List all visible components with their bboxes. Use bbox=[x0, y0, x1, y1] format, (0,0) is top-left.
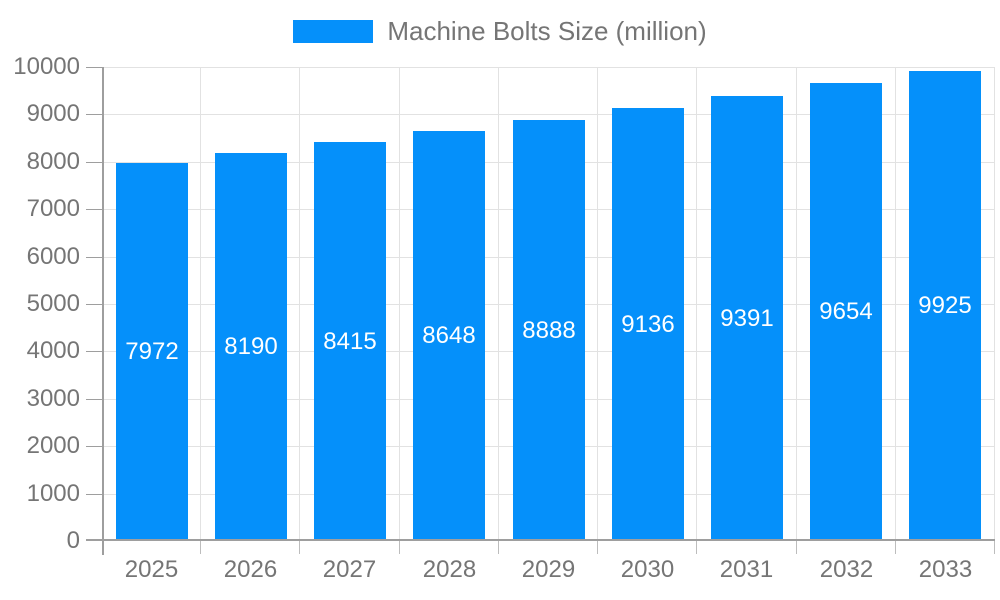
x-axis-labels: 2025 2026 2027 2028 2029 2030 2031 2032 2033 bbox=[102, 556, 995, 588]
grid-line-v bbox=[200, 67, 201, 541]
bar-value-label: 7972 bbox=[125, 338, 179, 365]
x-tick-label: 2026 bbox=[223, 556, 278, 583]
y-tick bbox=[86, 351, 102, 352]
bar: 8888 bbox=[513, 120, 585, 541]
x-tick-label: 2029 bbox=[521, 556, 576, 583]
bar-value-label: 9136 bbox=[621, 310, 675, 338]
bar: 9136 bbox=[612, 108, 684, 541]
plot-area: 7972 8190 8415 8648 8888 9136 9391 9654 9925 bbox=[86, 67, 995, 555]
bar-value-label: 9391 bbox=[720, 304, 774, 332]
grid-line-v bbox=[597, 67, 598, 541]
legend-label: Machine Bolts Size (million) bbox=[387, 16, 707, 46]
y-tick-label: 8000 bbox=[26, 148, 80, 175]
y-tick bbox=[86, 162, 102, 163]
grid-line-v bbox=[994, 67, 995, 541]
bar: 8415 bbox=[314, 142, 386, 541]
legend-swatch bbox=[293, 20, 374, 43]
grid-line-v bbox=[299, 67, 300, 541]
grid-line-v bbox=[796, 67, 797, 541]
legend: Machine Bolts Size (million) bbox=[0, 16, 1000, 47]
x-tick-label: 2028 bbox=[422, 556, 477, 583]
bar-value-label: 8888 bbox=[522, 316, 576, 344]
bar-value-label: 9654 bbox=[819, 298, 873, 325]
x-tick-label: 2025 bbox=[124, 556, 179, 583]
y-tick bbox=[86, 114, 102, 115]
x-tick-label: 2033 bbox=[918, 556, 973, 583]
bar-value-label: 8190 bbox=[224, 333, 278, 360]
x-tick bbox=[994, 541, 995, 554]
x-tick bbox=[399, 541, 400, 554]
y-tick-label: 9000 bbox=[26, 100, 80, 127]
bar: 9925 bbox=[909, 71, 981, 541]
y-tick-label: 4000 bbox=[26, 337, 80, 364]
y-tick bbox=[86, 257, 102, 258]
y-tick-label: 10000 bbox=[13, 53, 80, 80]
y-tick bbox=[86, 304, 102, 305]
y-tick bbox=[86, 399, 102, 400]
bar: 8648 bbox=[413, 131, 485, 541]
bar: 9391 bbox=[711, 96, 783, 541]
x-tick-label: 2030 bbox=[620, 556, 675, 583]
y-tick-label: 0 bbox=[66, 527, 80, 554]
x-tick bbox=[299, 541, 300, 554]
y-tick-label: 2000 bbox=[26, 432, 80, 459]
x-axis-line bbox=[86, 539, 995, 541]
y-tick-label: 6000 bbox=[26, 243, 80, 270]
y-tick bbox=[86, 209, 102, 210]
x-tick-label: 2032 bbox=[819, 556, 874, 583]
x-tick bbox=[796, 541, 797, 554]
grid-line-v bbox=[895, 67, 896, 541]
x-tick bbox=[895, 541, 896, 554]
x-tick bbox=[696, 541, 697, 554]
y-tick-label: 5000 bbox=[26, 290, 80, 317]
bar-value-label: 8415 bbox=[323, 327, 377, 355]
grid-line-h bbox=[102, 114, 995, 115]
y-axis-labels: 0 1000 2000 3000 4000 5000 6000 7000 8000 9000 100… bbox=[0, 54, 80, 554]
x-tick bbox=[200, 541, 201, 554]
y-axis-line bbox=[102, 67, 104, 555]
y-tick-label: 7000 bbox=[26, 195, 80, 222]
bar: 9654 bbox=[810, 83, 882, 541]
bar-value-label: 9925 bbox=[918, 292, 972, 319]
x-tick bbox=[597, 541, 598, 554]
bar: 8190 bbox=[215, 153, 287, 541]
bar: 7972 bbox=[116, 163, 188, 541]
bar-value-label: 8648 bbox=[422, 322, 476, 349]
x-tick-label: 2027 bbox=[322, 556, 377, 583]
y-tick bbox=[86, 67, 102, 68]
grid-line-v bbox=[498, 67, 499, 541]
grid-line-v bbox=[399, 67, 400, 541]
y-tick bbox=[86, 446, 102, 447]
x-tick-label: 2031 bbox=[719, 556, 774, 583]
grid-line-h bbox=[102, 67, 995, 68]
y-tick bbox=[86, 494, 102, 495]
y-tick-label: 3000 bbox=[26, 385, 80, 412]
grid-line-v bbox=[696, 67, 697, 541]
y-tick-label: 1000 bbox=[26, 480, 80, 507]
x-tick bbox=[498, 541, 499, 554]
